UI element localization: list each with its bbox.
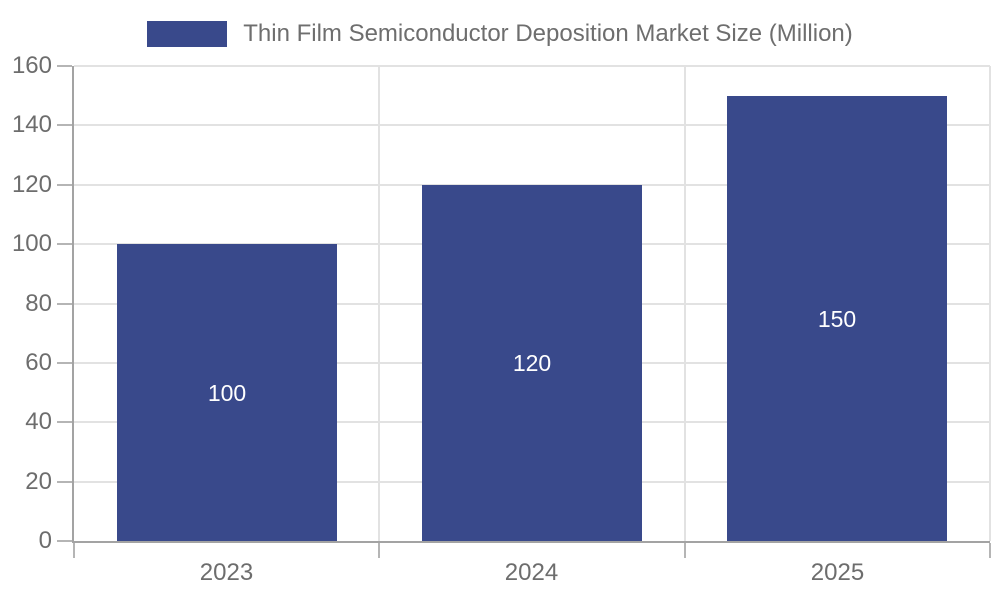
gridline-horizontal <box>74 65 990 67</box>
chart-legend: Thin Film Semiconductor Deposition Marke… <box>0 20 1000 48</box>
plot-area: 0 20 40 60 80 100 120 140 160 100 2023 120 2024 150 20… <box>12 52 991 586</box>
bar-2023: 100 <box>117 244 337 541</box>
y-tick-mark <box>57 302 72 305</box>
y-tick-label: 100 <box>11 230 52 258</box>
bar-value-label: 120 <box>512 350 552 376</box>
bar-value-label: 100 <box>207 379 247 406</box>
y-tick-mark <box>57 183 72 186</box>
x-tick-label: 2023 <box>199 559 254 586</box>
y-tick-label: 140 <box>11 111 52 139</box>
y-tick-label: 40 <box>25 408 52 436</box>
y-tick-mark <box>57 361 72 364</box>
x-tick-mark <box>683 543 686 558</box>
y-tick-label: 60 <box>25 348 52 376</box>
y-tick-mark <box>57 65 72 67</box>
y-tick-label: 160 <box>11 52 52 79</box>
gridline-vertical <box>378 66 381 541</box>
gridline-horizontal <box>74 124 990 127</box>
x-tick-label: 2025 <box>810 559 865 586</box>
y-tick-mark <box>57 243 72 246</box>
x-tick-mark <box>73 543 75 558</box>
gridline-vertical <box>989 66 991 541</box>
y-tick-label: 20 <box>25 467 52 495</box>
bar-value-label: 150 <box>817 305 857 332</box>
y-tick-label: 0 <box>38 527 52 554</box>
y-tick-mark <box>57 540 72 542</box>
y-tick-mark <box>57 480 72 483</box>
bar-2024: 120 <box>422 185 642 541</box>
y-tick-mark <box>57 421 72 424</box>
x-tick-mark <box>378 543 381 558</box>
bar-2025: 150 <box>727 96 947 541</box>
y-tick-label: 80 <box>25 289 52 317</box>
gridline-horizontal <box>74 183 990 186</box>
y-tick-mark <box>57 124 72 127</box>
y-tick-label: 120 <box>11 170 52 198</box>
gridline-vertical <box>683 66 686 541</box>
x-tick-label: 2024 <box>504 559 559 586</box>
legend-label: Thin Film Semiconductor Deposition Marke… <box>243 20 853 47</box>
legend-swatch <box>147 21 228 47</box>
x-tick-mark <box>989 543 991 558</box>
